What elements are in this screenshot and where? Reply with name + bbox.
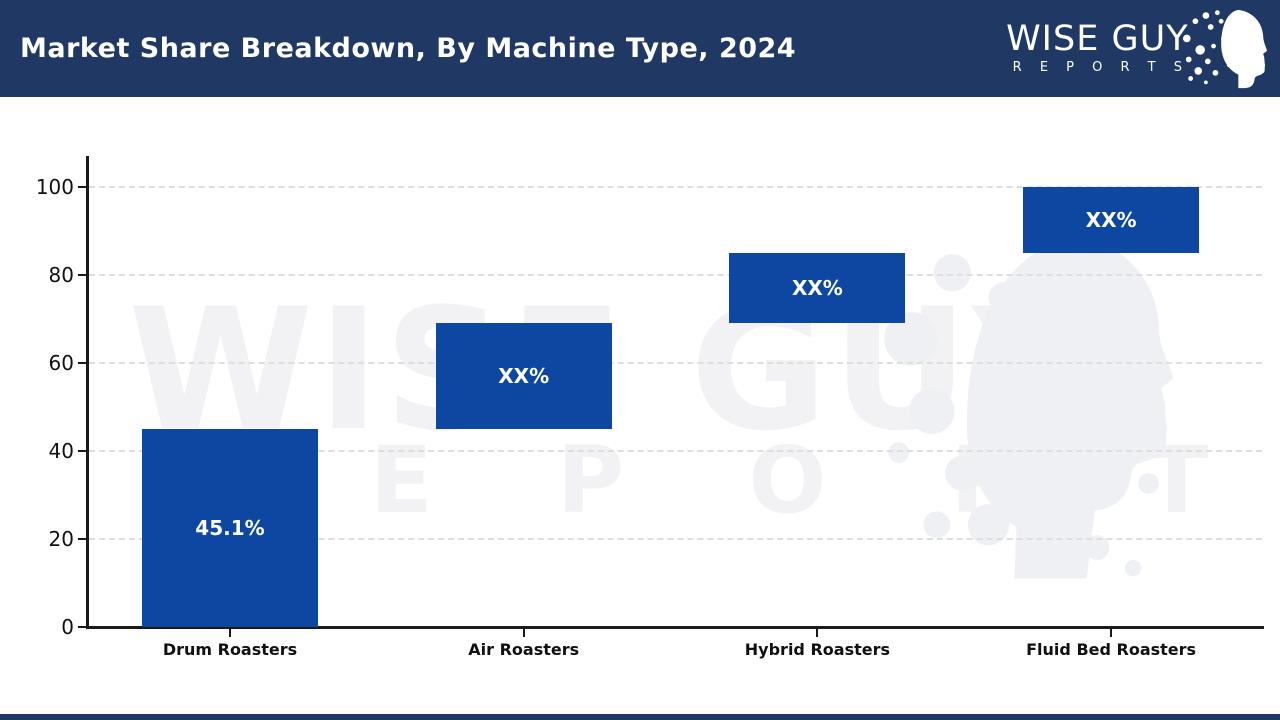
y-tick-label-80: 80	[48, 263, 74, 287]
category-label-hybrid-roasters: Hybrid Roasters	[744, 640, 890, 659]
y-tick-label-40: 40	[48, 439, 74, 463]
logo-wordmark: WISE GUY	[1006, 19, 1189, 60]
bar-drum-roasters	[142, 428, 318, 627]
y-tick-mark-40	[78, 450, 87, 452]
x-axis-line	[86, 626, 1264, 629]
gridline-80	[89, 274, 1262, 276]
watermark-face-icon	[884, 234, 1174, 579]
gridline-60	[89, 362, 1262, 364]
watermark: WISE GUY R E P O R T S	[0, 97, 1280, 714]
bar-label-air-roasters: XX%	[498, 363, 550, 388]
y-tick-label-20: 20	[48, 527, 74, 551]
x-tick-mark-air-roasters	[522, 629, 525, 637]
bar-label-hybrid-roasters: XX%	[791, 276, 843, 301]
category-label-drum-roasters: Drum Roasters	[162, 640, 298, 659]
gridline-100	[89, 186, 1262, 188]
footer-bar	[0, 714, 1280, 720]
y-tick-mark-100	[78, 186, 87, 188]
wiseguy-logo: WISE GUY R E P O R T S	[1006, 4, 1272, 92]
bar-label-fluid-bed-roasters: XX%	[1085, 208, 1137, 232]
y-axis-line	[86, 156, 89, 629]
x-tick-mark-drum-roasters	[229, 629, 231, 637]
y-tick-label-0: 0	[61, 615, 74, 639]
y-tick-mark-0	[78, 626, 87, 628]
bar-fluid-bed-roasters	[1023, 187, 1200, 253]
y-tick-mark-80	[78, 274, 87, 276]
gridline-40	[89, 450, 1262, 452]
y-tick-mark-60	[78, 362, 87, 364]
page-title: Market Share Breakdown, By Machine Type,…	[20, 33, 797, 64]
bar-hybrid-roasters	[729, 253, 906, 324]
category-label-fluid-bed-roasters: Fluid Bed Roasters	[1026, 640, 1197, 659]
x-tick-mark-fluid-bed-roasters	[1110, 629, 1113, 637]
y-tick-label-60: 60	[48, 351, 74, 375]
logo-subtitle: R E P O R T S	[1012, 59, 1189, 75]
bar-label-drum-roasters: 45.1%	[195, 515, 265, 540]
y-tick-label-100: 100	[35, 175, 74, 199]
bar-air-roasters	[435, 323, 612, 429]
logo-face-icon	[1182, 9, 1267, 89]
x-tick-mark-hybrid-roasters	[816, 629, 819, 637]
y-tick-mark-20	[78, 538, 87, 540]
category-label-air-roasters: Air Roasters	[468, 640, 580, 659]
header: Market Share Breakdown, By Machine Type,…	[0, 0, 1280, 97]
logo-text: WISE GUY R E P O R T S	[1006, 21, 1189, 75]
gridline-20	[89, 538, 1262, 540]
